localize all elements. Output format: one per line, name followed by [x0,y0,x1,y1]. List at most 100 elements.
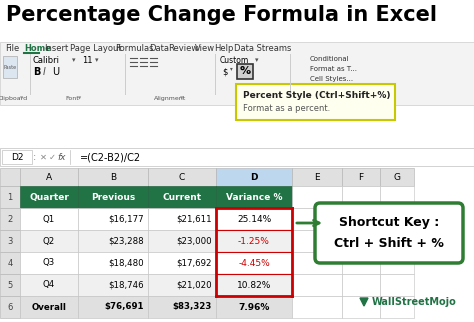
Text: 5: 5 [8,280,13,289]
Text: ✓: ✓ [48,153,55,162]
FancyBboxPatch shape [216,252,292,274]
FancyBboxPatch shape [20,252,78,274]
Text: View: View [195,44,215,53]
Text: 25.14%: 25.14% [237,214,271,223]
FancyBboxPatch shape [292,296,342,318]
FancyBboxPatch shape [216,274,292,296]
FancyBboxPatch shape [292,168,342,186]
Text: -4.45%: -4.45% [238,259,270,268]
Text: 2: 2 [8,214,13,223]
FancyBboxPatch shape [0,296,20,318]
FancyBboxPatch shape [0,168,20,186]
Text: I: I [43,67,46,77]
FancyBboxPatch shape [292,208,342,230]
Text: Current: Current [163,193,201,202]
Text: ▼: ▼ [78,96,82,100]
Text: Data Streams: Data Streams [234,44,291,53]
Text: File: File [5,44,19,53]
Text: 11: 11 [82,56,92,65]
FancyBboxPatch shape [0,186,20,208]
Text: Q2: Q2 [43,236,55,245]
Text: %: % [239,66,251,76]
Polygon shape [360,298,368,306]
Text: WallStreetMojo: WallStreetMojo [372,297,457,307]
Text: -1.25%: -1.25% [238,236,270,245]
FancyBboxPatch shape [78,230,148,252]
Text: Overall: Overall [32,302,66,311]
Text: ▼: ▼ [20,96,24,100]
Text: Quarter: Quarter [29,193,69,202]
Text: Formulas: Formulas [115,44,154,53]
Text: $16,177: $16,177 [109,214,144,223]
FancyBboxPatch shape [342,168,380,186]
FancyBboxPatch shape [20,208,78,230]
FancyBboxPatch shape [148,274,216,296]
FancyBboxPatch shape [292,274,342,296]
Text: :: : [33,152,36,162]
Text: 1: 1 [8,193,13,202]
Text: Calibri: Calibri [33,56,60,65]
Text: 6: 6 [7,302,13,311]
Text: $83,323: $83,323 [173,302,212,311]
FancyBboxPatch shape [78,296,148,318]
Text: Percent Style (Ctrl+Shift+%): Percent Style (Ctrl+Shift+%) [243,91,391,100]
Text: U: U [52,67,59,77]
FancyBboxPatch shape [0,148,474,166]
Text: $17,692: $17,692 [176,259,212,268]
Text: Format as a percent.: Format as a percent. [243,104,330,113]
Text: ▼: ▼ [181,96,183,100]
Text: D: D [250,173,258,182]
Text: Font: Font [65,96,79,100]
FancyBboxPatch shape [380,230,414,252]
FancyBboxPatch shape [342,208,380,230]
Text: $21,611: $21,611 [176,214,212,223]
FancyBboxPatch shape [20,296,78,318]
Text: fx: fx [58,153,66,162]
FancyBboxPatch shape [380,168,414,186]
FancyBboxPatch shape [148,230,216,252]
FancyBboxPatch shape [216,230,292,252]
Text: $23,000: $23,000 [176,236,212,245]
FancyBboxPatch shape [78,252,148,274]
Text: Conditional: Conditional [310,56,350,62]
FancyBboxPatch shape [20,168,78,186]
FancyBboxPatch shape [0,230,20,252]
Text: ▾: ▾ [72,57,75,63]
FancyBboxPatch shape [380,208,414,230]
Text: Variance %: Variance % [226,193,282,202]
Text: ▾: ▾ [230,66,233,71]
Text: Q4: Q4 [43,280,55,289]
Text: Help: Help [214,44,234,53]
FancyBboxPatch shape [0,42,474,105]
FancyBboxPatch shape [342,296,380,318]
FancyBboxPatch shape [148,186,216,208]
FancyBboxPatch shape [0,252,20,274]
Text: ▾: ▾ [255,57,258,63]
FancyBboxPatch shape [148,208,216,230]
Text: Percentage Change Formula in Excel: Percentage Change Formula in Excel [6,5,437,25]
FancyBboxPatch shape [237,64,253,79]
FancyBboxPatch shape [216,186,292,208]
Text: $: $ [222,67,228,76]
Text: D2: D2 [11,153,23,162]
Text: $18,480: $18,480 [109,259,144,268]
Text: E: E [314,173,320,182]
FancyBboxPatch shape [78,208,148,230]
Text: 10.82%: 10.82% [237,280,271,289]
Text: $76,691: $76,691 [104,302,144,311]
Text: $23,288: $23,288 [109,236,144,245]
FancyBboxPatch shape [78,186,148,208]
Text: Format as T...: Format as T... [310,66,357,72]
Text: A: A [46,173,52,182]
FancyBboxPatch shape [342,186,380,208]
FancyBboxPatch shape [148,168,216,186]
FancyBboxPatch shape [342,230,380,252]
Text: 3: 3 [7,236,13,245]
FancyBboxPatch shape [0,208,20,230]
FancyBboxPatch shape [148,252,216,274]
Text: Paste: Paste [3,64,17,70]
FancyBboxPatch shape [292,230,342,252]
Text: B: B [33,67,40,77]
FancyBboxPatch shape [20,274,78,296]
Text: Shortcut Key :
Ctrl + Shift + %: Shortcut Key : Ctrl + Shift + % [334,216,444,250]
